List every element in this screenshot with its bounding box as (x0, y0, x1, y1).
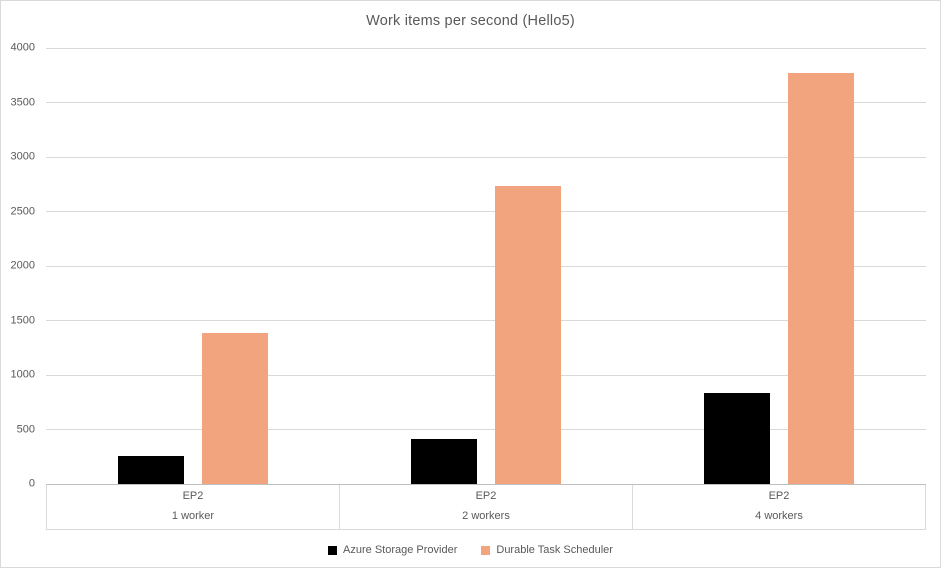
legend-swatch-icon (328, 545, 338, 555)
category-cell: EP2 4 workers (632, 485, 925, 529)
gridline (46, 47, 926, 49)
gridline (46, 374, 926, 376)
chart-title: Work items per second (Hello5) (366, 13, 575, 29)
gridline (46, 156, 926, 158)
gridline (46, 102, 926, 103)
legend: Azure Storage Provider Durable Task Sched… (1, 542, 940, 558)
bar-durable-task-scheduler (788, 73, 855, 484)
legend-label: Durable Task Scheduler (496, 543, 613, 556)
category-label-top: EP2 (768, 490, 790, 502)
y-tick-label: 3500 (10, 96, 35, 108)
legend-label: Azure Storage Provider (343, 543, 458, 556)
gridline (46, 320, 926, 321)
bar-group-2-workers (339, 48, 632, 484)
y-tick-label: 3000 (10, 150, 35, 163)
y-tick-label: 1500 (10, 314, 35, 326)
bar-durable-task-scheduler (494, 186, 561, 484)
bar-azure-storage-provider (704, 393, 771, 484)
gridline (46, 265, 926, 267)
plot-area (46, 47, 926, 485)
bar-group-1-worker (46, 48, 339, 484)
y-tick-label: 0 (28, 477, 35, 490)
bar-azure-storage-provider (117, 455, 184, 484)
category-label-top: EP2 (182, 490, 204, 502)
y-tick-label: 4000 (10, 41, 35, 54)
bar-durable-task-scheduler (201, 332, 268, 484)
category-label-top: EP2 (475, 490, 497, 502)
category-label-bottom: 2 workers (462, 510, 510, 522)
bar-group-4-workers (633, 48, 926, 484)
category-cell: EP2 2 workers (339, 485, 632, 529)
y-axis-labels: 0 500 1000 1500 2000 2500 3000 3500 4000 (1, 42, 35, 489)
bar-azure-storage-provider (410, 438, 477, 484)
y-tick-label: 1000 (10, 368, 35, 381)
legend-swatch-icon (481, 545, 491, 555)
category-label-bottom: 1 worker (171, 510, 215, 522)
gridline (46, 429, 926, 430)
y-tick-label: 500 (16, 423, 35, 435)
category-label-bottom: 4 workers (755, 510, 803, 522)
y-tick-label: 2500 (10, 205, 35, 217)
y-tick-label: 2000 (10, 259, 35, 272)
legend-item-azure-storage-provider: Azure Storage Provider (328, 543, 458, 556)
legend-item-durable-task-scheduler: Durable Task Scheduler (481, 543, 613, 556)
category-cell: EP2 1 worker (47, 485, 339, 529)
category-axis: EP2 1 worker EP2 2 workers EP2 4 workers (46, 485, 926, 530)
gridline (46, 211, 926, 212)
